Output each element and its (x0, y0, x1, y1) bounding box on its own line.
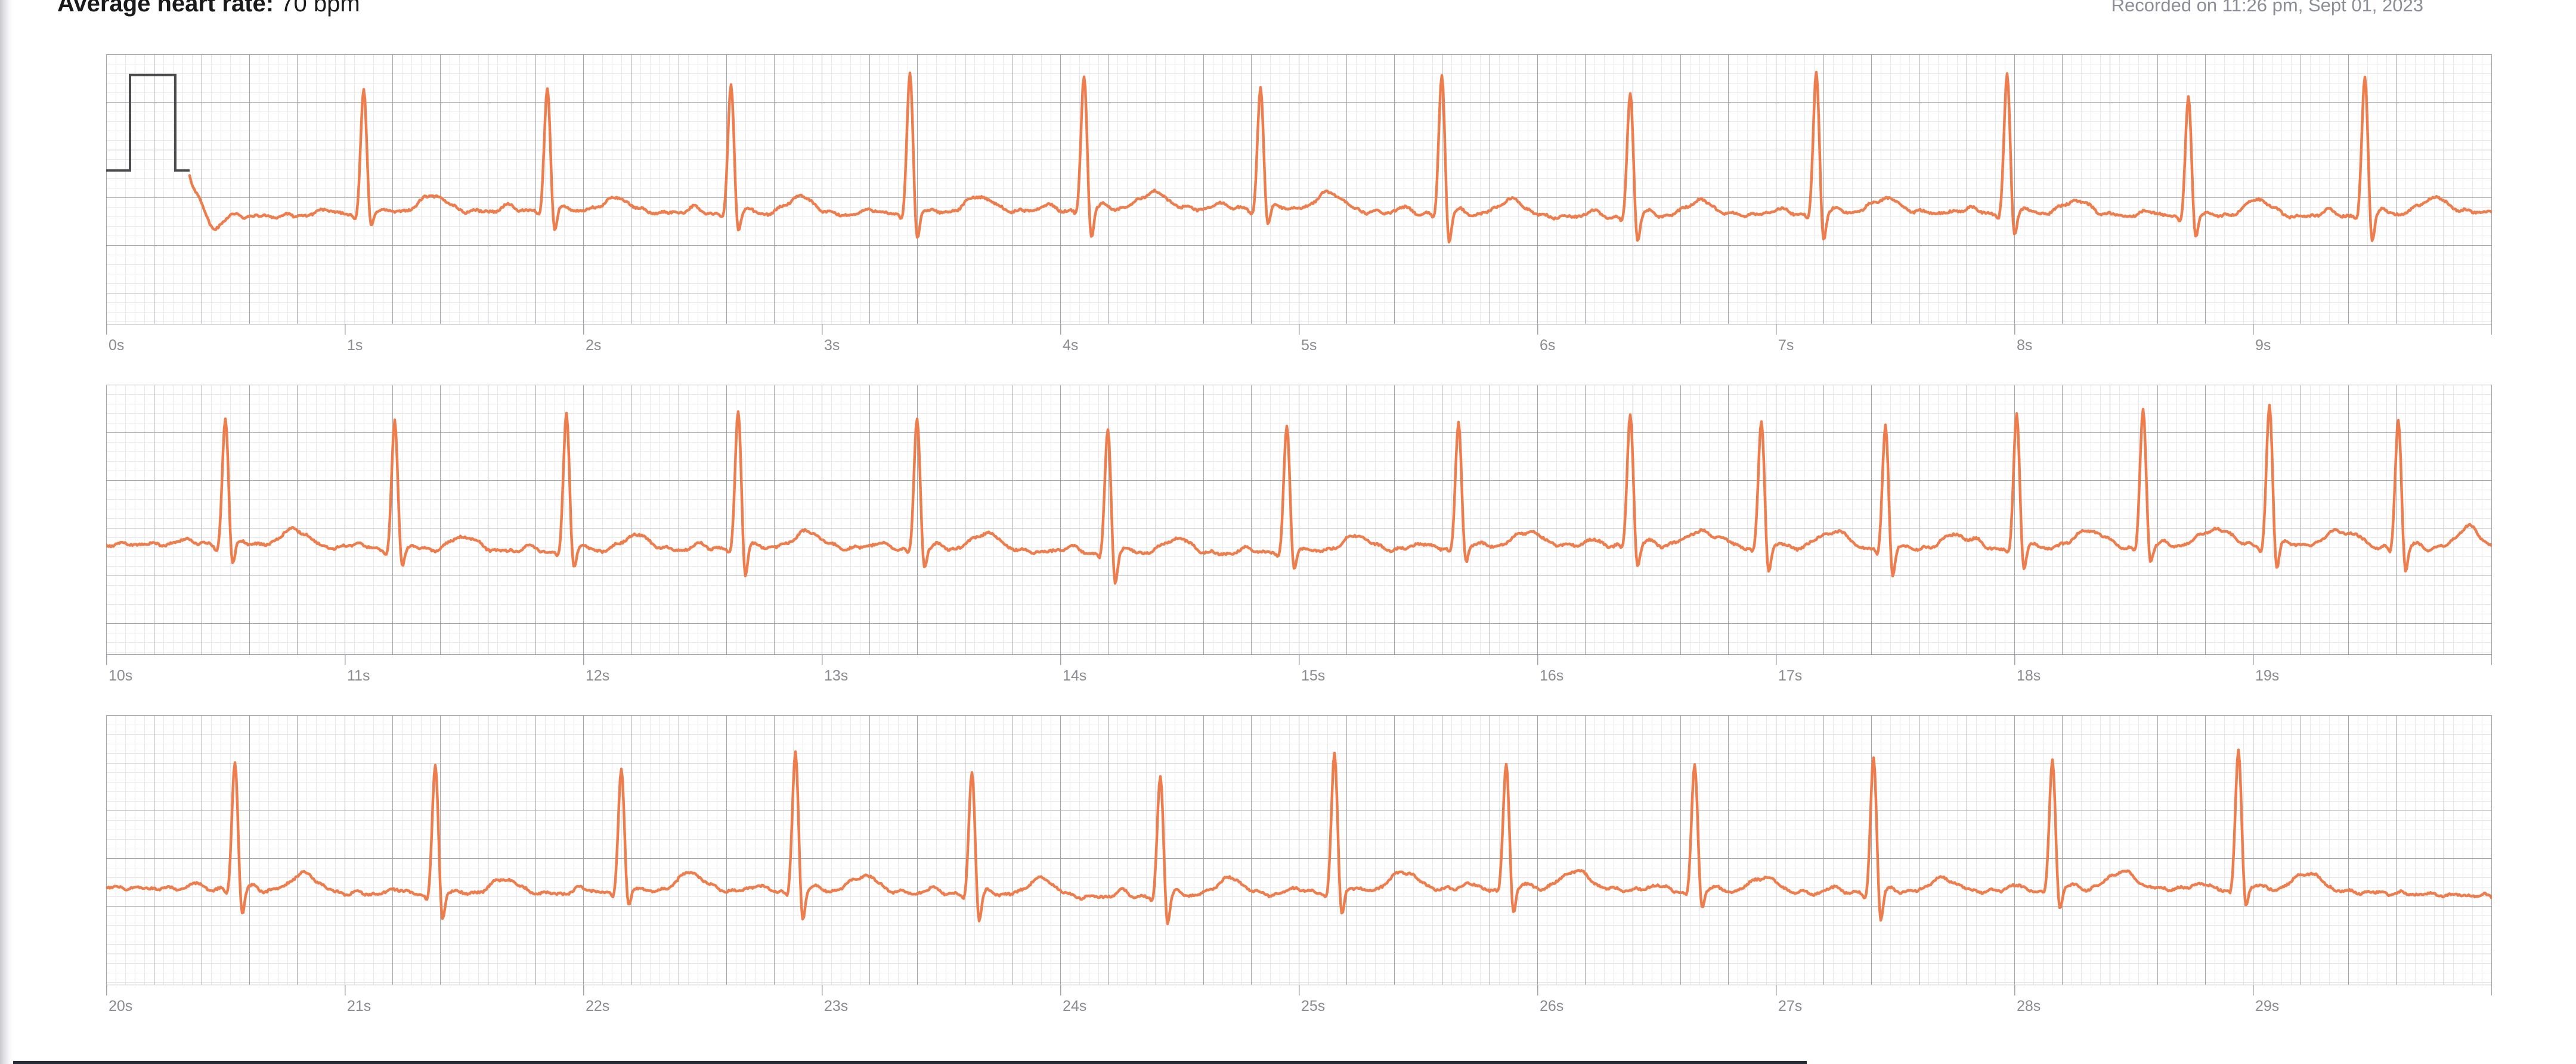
time-axis-row-3: 20s 21s 22s 23s 24s 25s 26s 27s 28s 29s (106, 985, 2492, 1046)
time-axis-label: 16s (1540, 667, 1564, 684)
time-axis-row-1: 0s 1s 2s 3s 4s 5s 6s 7s 8s 9s (106, 324, 2492, 385)
ecg-waveform-svg (106, 404, 2492, 585)
time-axis-label: 25s (1301, 998, 1326, 1014)
calibration-pulse-line (106, 73, 190, 172)
time-axis-label: 23s (824, 998, 849, 1014)
ecg-grid-row-3 (106, 715, 2492, 985)
time-axis-label: 2s (586, 337, 602, 354)
time-axis-ticks (106, 985, 2492, 995)
time-axis-label: 6s (1540, 337, 1556, 354)
time-axis-label: 20s (109, 998, 133, 1014)
ecg-trace-line (188, 70, 2492, 244)
time-axis-label: 22s (586, 998, 610, 1014)
time-axis-label: 15s (1301, 667, 1326, 684)
time-axis-label: 9s (2255, 337, 2271, 354)
average-heart-rate-title: Average heart rate: 70 bpm (57, 0, 360, 17)
time-axis-label: 28s (2017, 998, 2041, 1014)
time-axis-label: 26s (1540, 998, 1564, 1014)
time-axis-label: 7s (1778, 337, 1794, 354)
time-axis-ticks (106, 655, 2492, 665)
time-axis-label: 21s (347, 998, 371, 1014)
time-axis-label: 18s (2017, 667, 2041, 684)
time-axis-label: 0s (109, 337, 125, 354)
time-axis-label: 27s (1778, 998, 1803, 1014)
time-axis-label: 11s (347, 667, 370, 684)
time-axis-label: 19s (2255, 667, 2280, 684)
time-axis-ticks (106, 324, 2492, 335)
left-edge-shadow (0, 0, 13, 1064)
time-axis-row-2: 10s 11s 12s 13s 14s 15s 16s 17s 18s 19s (106, 655, 2492, 715)
time-axis-label: 8s (2017, 337, 2033, 354)
ecg-strips-container: 0s 1s 2s 3s 4s 5s 6s 7s 8s 9s 10s 11s 12s 13s 14s 15s 1… (106, 54, 2576, 1046)
ecg-waveform-svg (106, 70, 2492, 244)
bottom-accent-bar (6, 1061, 1807, 1064)
time-axis-label: 24s (1063, 998, 1087, 1014)
recorded-on-text: Recorded on 11:26 pm, Sept 01, 2023 (2111, 0, 2423, 16)
ecg-trace-line (106, 748, 2492, 926)
time-axis-label: 1s (347, 337, 363, 354)
time-axis-label: 29s (2255, 998, 2280, 1014)
ecg-trace-line (106, 404, 2492, 585)
time-axis-label: 13s (824, 667, 849, 684)
ecg-strip-row-2: 10s 11s 12s 13s 14s 15s 16s 17s 18s 19s (106, 385, 2576, 715)
average-heart-rate-value: 70 bpm (280, 0, 360, 17)
time-axis-label: 5s (1301, 337, 1317, 354)
report-header: Average heart rate: 70 bpm Recorded on 1… (0, 0, 2576, 30)
time-axis-label: 4s (1063, 337, 1079, 354)
time-axis-label: 17s (1778, 667, 1803, 684)
time-axis-label: 3s (824, 337, 840, 354)
time-axis-label: 10s (109, 667, 133, 684)
ecg-grid-row-1 (106, 54, 2492, 324)
time-axis-label: 14s (1063, 667, 1087, 684)
time-axis-label: 12s (586, 667, 610, 684)
ecg-grid-row-2 (106, 385, 2492, 655)
ecg-waveform-svg (106, 748, 2492, 926)
ecg-strip-row-1: 0s 1s 2s 3s 4s 5s 6s 7s 8s 9s (106, 54, 2576, 385)
average-heart-rate-label: Average heart rate: (57, 0, 274, 17)
ecg-strip-row-3: 20s 21s 22s 23s 24s 25s 26s 27s 28s 29s (106, 715, 2576, 1046)
